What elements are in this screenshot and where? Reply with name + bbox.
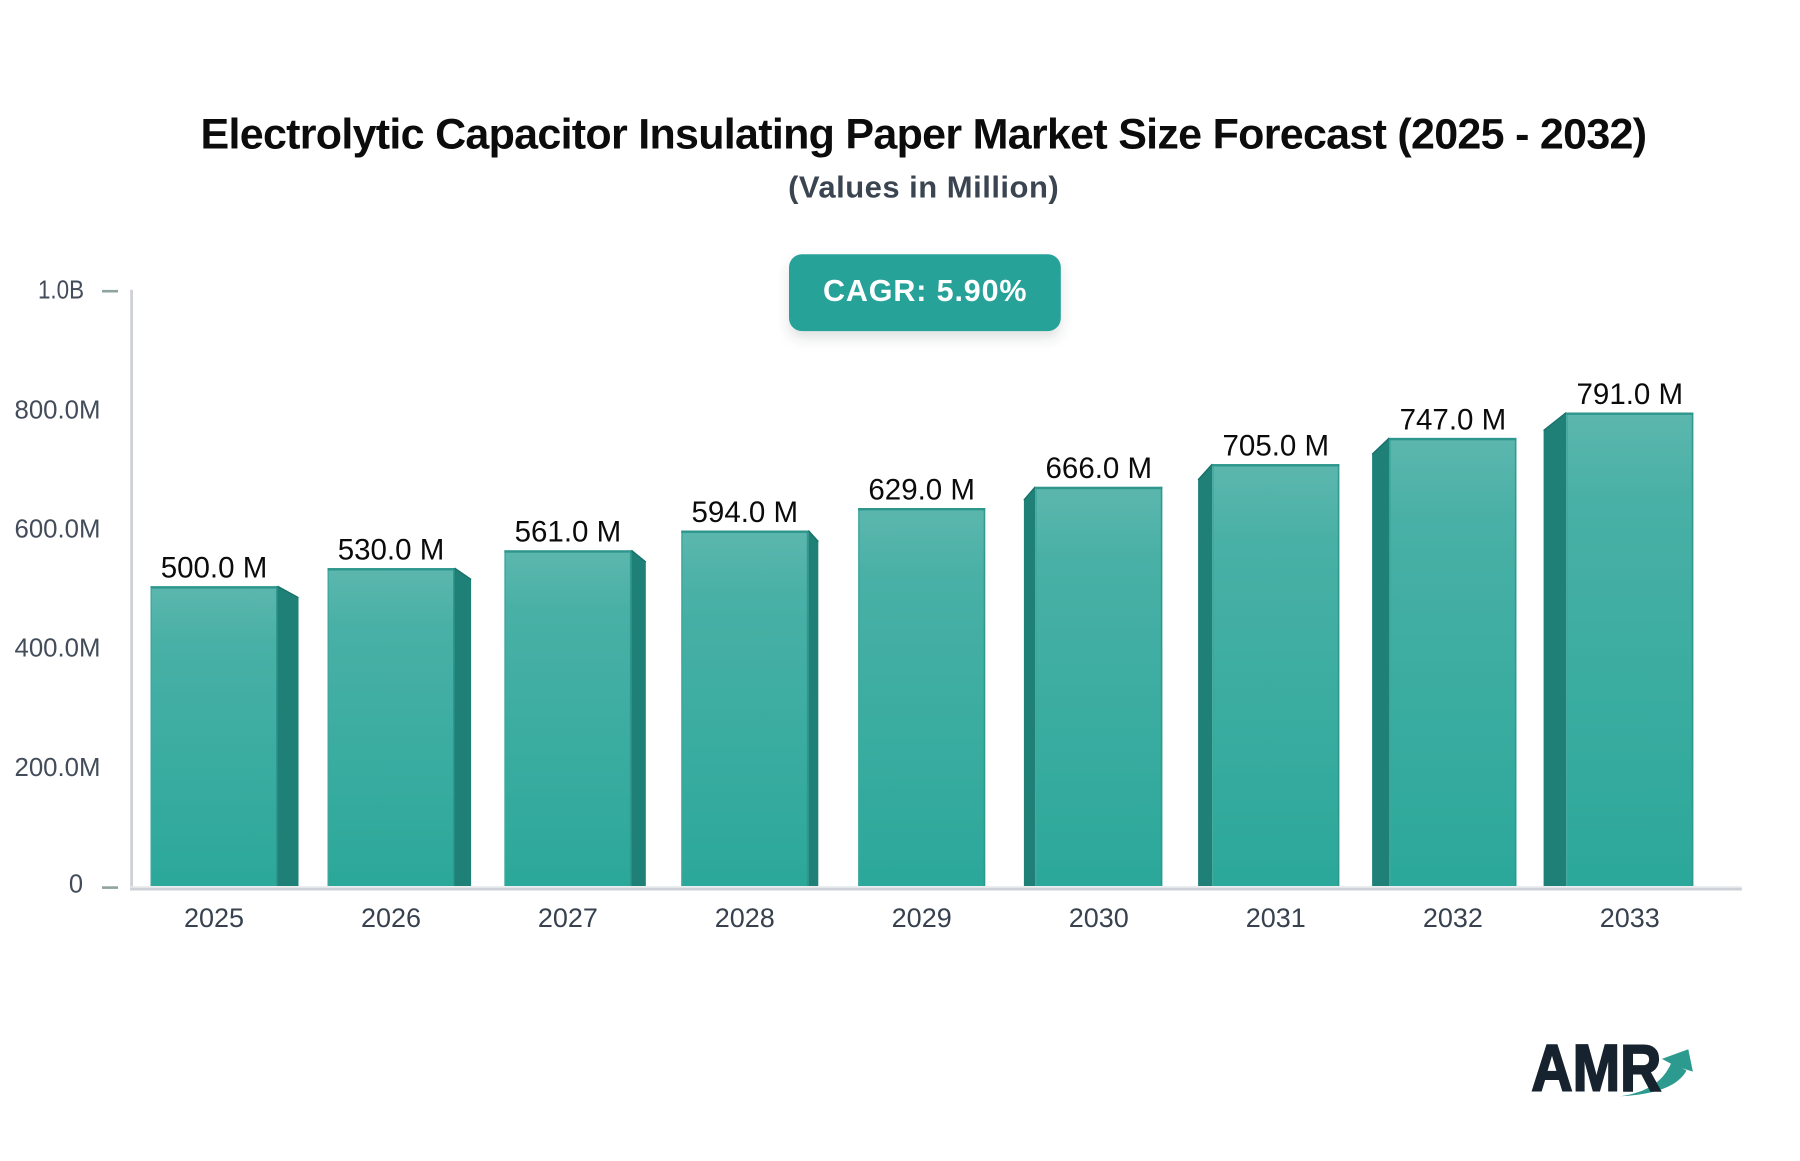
svg-text:747.0 M: 747.0 M xyxy=(1400,403,1507,436)
svg-text:629.0 M: 629.0 M xyxy=(868,473,975,506)
svg-text:200.0M: 200.0M xyxy=(15,754,101,782)
svg-text:2026: 2026 xyxy=(361,903,421,933)
svg-text:Electrolytic Capacitor Insulat: Electrolytic Capacitor Insulating Paper … xyxy=(201,111,1648,159)
svg-text:1.0B: 1.0B xyxy=(38,276,84,304)
svg-text:705.0 M: 705.0 M xyxy=(1223,430,1330,463)
svg-text:AMR: AMR xyxy=(1531,1031,1661,1105)
svg-text:CAGR: 5.90%: CAGR: 5.90% xyxy=(823,274,1027,308)
svg-text:600.0M: 600.0M xyxy=(15,516,101,544)
svg-text:791.0 M: 791.0 M xyxy=(1577,378,1684,411)
svg-text:2032: 2032 xyxy=(1423,903,1483,933)
svg-text:0: 0 xyxy=(69,871,83,899)
svg-text:2031: 2031 xyxy=(1246,903,1306,933)
svg-text:2025: 2025 xyxy=(184,903,244,933)
svg-text:400.0M: 400.0M xyxy=(15,635,101,663)
svg-text:666.0 M: 666.0 M xyxy=(1046,452,1153,485)
svg-text:594.0 M: 594.0 M xyxy=(692,496,799,529)
svg-text:(Values in Million): (Values in Million) xyxy=(788,170,1059,205)
svg-text:2033: 2033 xyxy=(1600,903,1660,933)
svg-text:2027: 2027 xyxy=(538,903,598,933)
svg-text:500.0 M: 500.0 M xyxy=(161,552,268,585)
svg-text:800.0M: 800.0M xyxy=(15,396,101,424)
svg-text:2029: 2029 xyxy=(892,903,952,933)
svg-text:2030: 2030 xyxy=(1069,903,1129,933)
svg-text:561.0 M: 561.0 M xyxy=(515,516,622,549)
svg-text:2028: 2028 xyxy=(715,903,775,933)
svg-text:530.0 M: 530.0 M xyxy=(338,534,445,567)
